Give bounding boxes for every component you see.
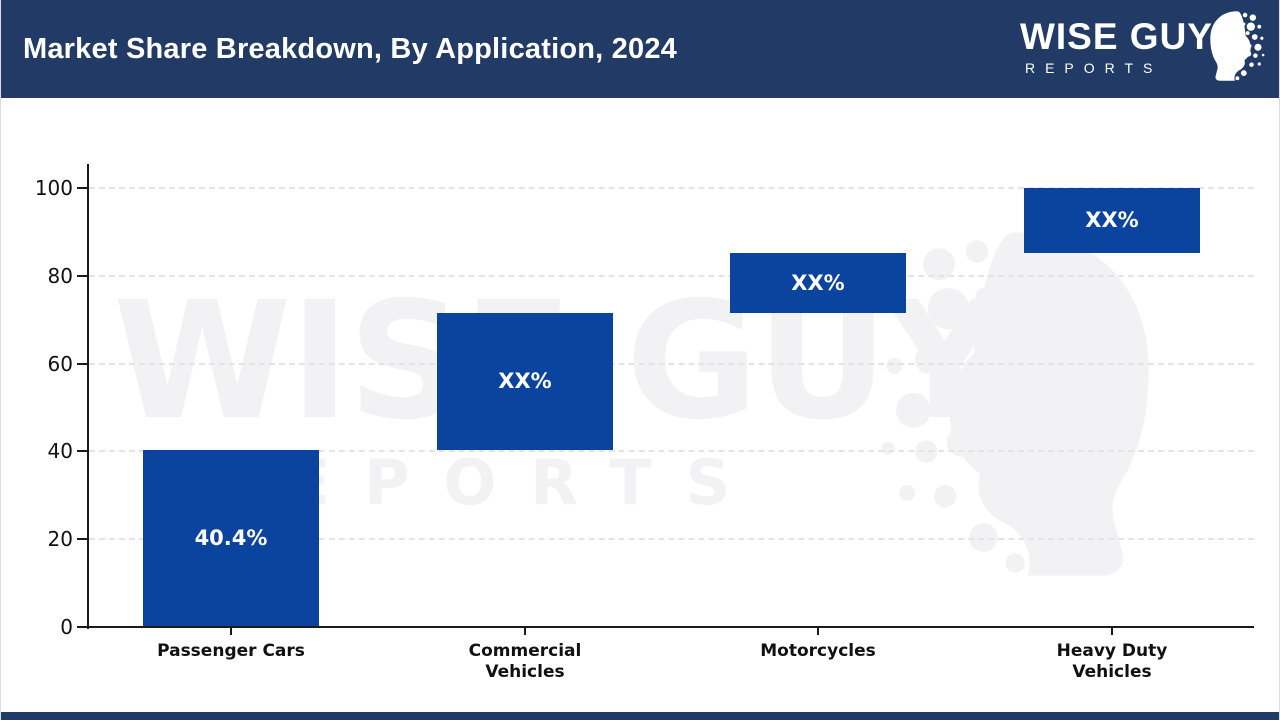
x-category-label-commercial-vehicles: Commercial Vehicles <box>410 641 640 683</box>
bar-value-label: XX% <box>498 369 552 394</box>
x-tick <box>230 628 232 635</box>
x-category-label-line: Heavy Duty <box>1056 641 1168 661</box>
bar-value-label: XX% <box>1085 208 1139 233</box>
y-axis-line <box>87 164 89 629</box>
bar-heavy-duty-vehicles: XX% <box>1024 188 1200 253</box>
logo-subtitle: REPORTS <box>1024 59 1163 76</box>
gridline <box>89 187 1254 189</box>
bar-value-label: 40.4% <box>194 526 268 551</box>
bar-passenger-cars: 40.4% <box>143 449 319 627</box>
footer-bar <box>1 712 1279 720</box>
gridline <box>89 538 1254 541</box>
x-category-label-line: Vehicles <box>1072 662 1152 682</box>
x-tick <box>524 628 526 635</box>
y-tick-label: 0 <box>60 615 73 639</box>
y-tick-label: 40 <box>47 439 73 464</box>
x-category-label-line: Vehicles <box>485 662 565 682</box>
wiseguy-face-icon <box>1209 8 1267 84</box>
x-category-label-line: Commercial <box>468 641 582 661</box>
header: Market Share Breakdown, By Application, … <box>1 0 1279 98</box>
y-tick <box>77 274 87 277</box>
y-tick <box>77 362 87 365</box>
gridline <box>89 450 1254 453</box>
x-category-label-line: Motorcycles <box>760 641 876 661</box>
x-category-label-heavy-duty-vehicles: Heavy Duty Vehicles <box>997 641 1227 683</box>
bar-commercial-vehicles: XX% <box>437 312 613 450</box>
logo-wordmark: WISE GUY <box>1019 15 1213 57</box>
x-category-label-passenger-cars: Passenger Cars <box>116 641 346 662</box>
x-tick <box>817 628 819 635</box>
x-tick <box>1111 628 1113 635</box>
x-axis-line <box>87 626 1254 628</box>
gridline <box>89 274 1254 277</box>
y-tick-label: 100 <box>34 176 73 200</box>
y-tick-label: 80 <box>47 263 73 288</box>
y-tick <box>77 626 87 628</box>
gridline <box>89 362 1254 365</box>
bar-value-label: XX% <box>791 270 845 295</box>
y-tick <box>77 187 87 189</box>
chart-title: Market Share Breakdown, By Application, … <box>23 32 677 65</box>
y-tick <box>77 450 87 453</box>
x-category-label-motorcycles: Motorcycles <box>703 641 933 662</box>
y-tick <box>77 538 87 541</box>
bar-motorcycles: XX% <box>730 252 906 313</box>
y-tick-label: 60 <box>47 351 73 376</box>
y-tick-label: 20 <box>47 527 73 552</box>
brand-logo: WISE GUY REPORTS <box>1020 8 1267 84</box>
x-category-label-line: Passenger Cars <box>157 641 305 661</box>
